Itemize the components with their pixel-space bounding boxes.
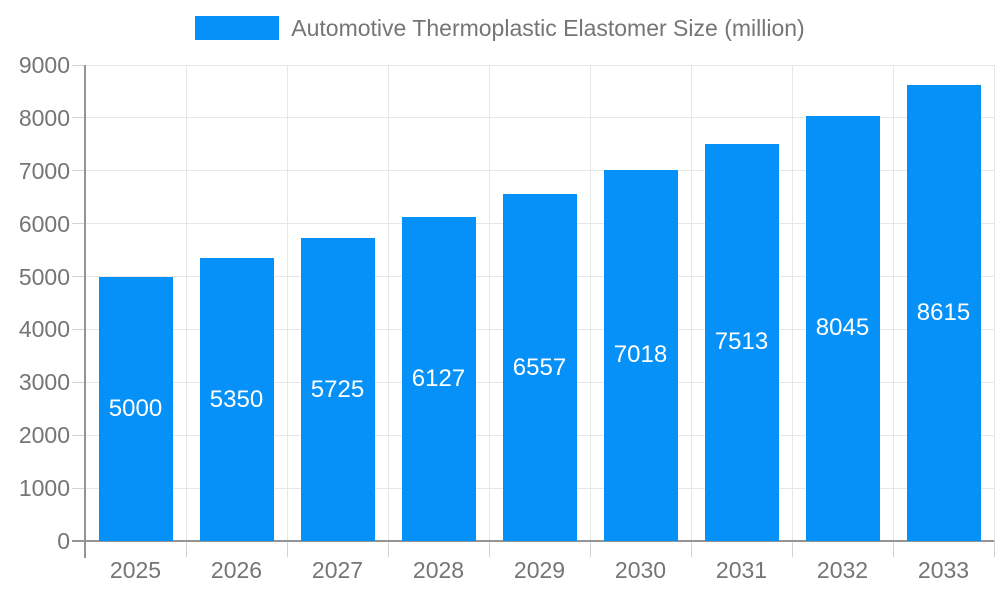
x-axis-tick: [488, 541, 490, 557]
y-tick-label: 5000: [18, 263, 70, 290]
gridline-vertical: [690, 65, 692, 541]
gridline-vertical: [892, 65, 894, 541]
legend[interactable]: Automotive Thermoplastic Elastomer Size …: [0, 14, 1000, 42]
x-tick-label: 2025: [109, 557, 162, 583]
bar-value-label: 6127: [411, 364, 466, 392]
y-tick-label: 2000: [18, 422, 70, 449]
bar-2029[interactable]: [502, 194, 577, 541]
bar-2028[interactable]: [401, 216, 476, 541]
y-axis-tick: [72, 276, 85, 278]
bar-2026[interactable]: [199, 258, 274, 541]
y-axis-tick: [72, 328, 85, 330]
y-axis-tick: [72, 381, 85, 383]
bar-value-label: 6557: [512, 353, 567, 381]
bar-value-label: 5350: [209, 385, 264, 413]
bar-2030[interactable]: [603, 169, 678, 541]
x-axis-tick: [589, 541, 591, 557]
legend-swatch-icon: [195, 16, 280, 40]
x-axis-tick: [690, 541, 692, 557]
x-tick-label: 2027: [311, 557, 364, 583]
x-tick-label: 2029: [513, 557, 566, 583]
x-axis-tick: [892, 541, 894, 557]
y-axis-tick: [72, 223, 85, 225]
x-axis-line: [72, 540, 994, 542]
x-axis-tick: [993, 541, 995, 557]
x-axis-tick: [791, 541, 793, 557]
x-axis-tick: [185, 541, 187, 557]
y-tick-label: 6000: [18, 210, 70, 237]
bar-value-label: 7018: [613, 341, 668, 369]
bar-2032[interactable]: [805, 115, 880, 541]
y-tick-label: 0: [57, 528, 70, 554]
bar-value-label: 8615: [916, 299, 971, 327]
bar-2025[interactable]: [98, 276, 173, 541]
x-tick-label: 2033: [917, 557, 970, 583]
gridline-vertical: [185, 65, 187, 541]
x-axis-tick: [286, 541, 288, 557]
y-tick-label: 1000: [18, 475, 70, 502]
gridline-vertical: [286, 65, 288, 541]
x-tick-label: 2030: [614, 557, 667, 583]
bar-2031[interactable]: [704, 143, 779, 541]
y-tick-label: 8000: [18, 104, 70, 131]
y-tick-label: 4000: [18, 316, 70, 343]
gridline-vertical: [993, 65, 995, 541]
gridline-horizontal: [85, 170, 994, 172]
bar-value-label: 7513: [714, 328, 769, 356]
y-tick-label: 3000: [18, 369, 70, 396]
x-tick-label: 2031: [715, 557, 768, 583]
y-axis-tick: [72, 170, 85, 172]
gridline-vertical: [791, 65, 793, 541]
y-tick-label: 9000: [18, 52, 70, 78]
y-axis-tick: [72, 64, 85, 66]
bar-value-label: 8045: [815, 314, 870, 342]
gridline-vertical: [488, 65, 490, 541]
x-tick-label: 2032: [816, 557, 869, 583]
x-tick-label: 2026: [210, 557, 263, 583]
bar-2033[interactable]: [906, 85, 981, 541]
gridline-horizontal: [85, 117, 994, 119]
gridline-vertical: [589, 65, 591, 541]
y-axis-line: [84, 65, 86, 558]
bar-value-label: 5000: [108, 394, 163, 422]
y-tick-label: 7000: [18, 157, 70, 184]
bar-2027[interactable]: [300, 238, 375, 541]
bar-value-label: 5725: [310, 375, 365, 403]
legend-label: Automotive Thermoplastic Elastomer Size …: [291, 15, 805, 41]
gridline-vertical: [387, 65, 389, 541]
gridline-horizontal: [85, 64, 994, 66]
x-tick-label: 2028: [412, 557, 465, 583]
y-axis-tick: [72, 487, 85, 489]
y-axis-tick: [72, 117, 85, 119]
y-axis-tick: [72, 434, 85, 436]
x-axis-tick: [387, 541, 389, 557]
